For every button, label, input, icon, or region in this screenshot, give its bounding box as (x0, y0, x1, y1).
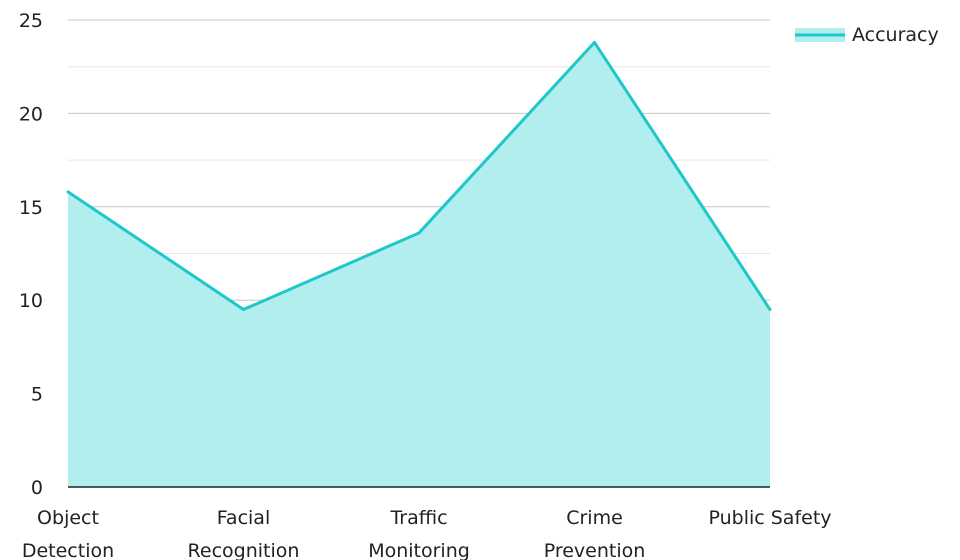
y-tick-label: 15 (19, 197, 43, 219)
x-tick-label: Recognition (188, 540, 300, 560)
data-points (66, 40, 772, 312)
x-tick-label: Prevention (544, 540, 646, 560)
x-tick-label: Detection (22, 540, 114, 560)
x-tick-label: Facial (217, 507, 270, 529)
y-tick-label: 5 (31, 384, 43, 406)
x-tick-label: Monitoring (368, 540, 470, 560)
x-tick-label: Traffic (389, 507, 447, 529)
x-tick-label: Public Safety (708, 507, 831, 529)
data-point-2 (417, 231, 421, 235)
x-tick-labels: Object Detection Facial Recognition Traffic M… (22, 507, 832, 560)
data-point-4 (768, 308, 772, 312)
series-area-accuracy (68, 42, 770, 487)
y-tick-label: 20 (19, 103, 43, 125)
y-tick-labels: 0 5 10 15 20 25 (19, 10, 43, 499)
y-tick-label: 10 (19, 290, 43, 312)
data-point-1 (242, 308, 245, 312)
y-tick-label: 0 (31, 477, 43, 499)
data-point-3 (593, 40, 596, 44)
legend-label-accuracy: Accuracy (852, 24, 939, 46)
legend: Accuracy (795, 24, 939, 46)
x-tick-label: Object (37, 507, 99, 529)
data-point-0 (66, 190, 70, 194)
x-tick-label: Crime (566, 507, 623, 529)
y-tick-label: 25 (19, 10, 43, 32)
